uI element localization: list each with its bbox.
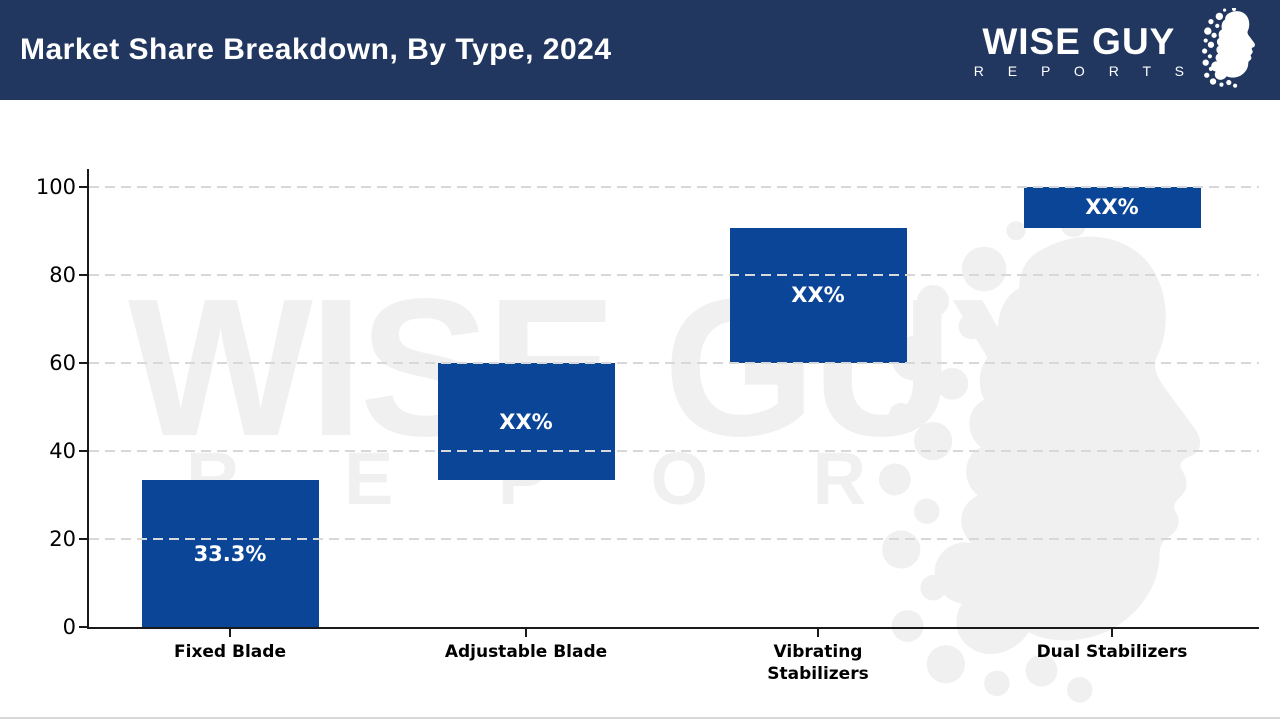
y-tick-label: 20 (49, 527, 76, 551)
x-tick-mark (229, 629, 231, 637)
gridline (89, 538, 1259, 540)
bar-segment[interactable] (437, 363, 615, 481)
gridline (89, 186, 1259, 188)
wiseguy-logo-wordmark: WISE GUY (982, 20, 1176, 62)
y-tick-label: 80 (49, 263, 76, 287)
y-tick-label: 40 (49, 439, 76, 463)
chart-area: WISE GUY R E P O R T S 0 20 40 60 80 100 33.3%… (0, 100, 1280, 720)
y-tick-mark (79, 538, 87, 540)
header: Market Share Breakdown, By Type, 2024 WI… (0, 0, 1280, 100)
x-category-label: Vibrating Stabilizers (767, 642, 869, 685)
gridline (89, 274, 1259, 276)
x-category-label: Adjustable Blade (444, 642, 608, 662)
y-tick-label: 0 (62, 615, 76, 639)
bar-value-label: XX% (499, 409, 553, 434)
gridline (89, 450, 1259, 452)
y-tick-label: 100 (35, 175, 76, 199)
x-axis-line (87, 627, 1259, 629)
x-category-label: Fixed Blade (174, 642, 286, 662)
x-tick-mark (817, 629, 819, 637)
bar-value-label: XX% (1085, 195, 1139, 220)
y-tick-label: 60 (49, 351, 76, 375)
wiseguy-logo-subtitle: R E P O R T S (973, 62, 1194, 79)
x-tick-mark (525, 629, 527, 637)
y-tick-mark (79, 450, 87, 452)
y-tick-mark (79, 274, 87, 276)
bar-segment[interactable] (1023, 187, 1201, 228)
bar-value-label: 33.3% (193, 541, 267, 566)
bottom-divider (0, 717, 1280, 719)
wiseguy-logo: WISE GUY R E P O R T S (964, 0, 1270, 100)
bar-segment[interactable] (141, 480, 319, 627)
y-tick-mark (79, 186, 87, 188)
wiseguy-face-icon (1202, 8, 1255, 88)
wiseguy-logo-text: WISE GUY R E P O R T S (964, 23, 1194, 78)
page-title: Market Share Breakdown, By Type, 2024 (20, 33, 612, 66)
gridline (89, 362, 1259, 364)
x-tick-mark (1111, 629, 1113, 637)
x-category-label: Dual Stabilizers (1036, 642, 1188, 662)
y-tick-mark (79, 362, 87, 364)
bar-value-label: XX% (791, 283, 845, 308)
y-tick-mark (79, 626, 87, 628)
bar-segment[interactable] (729, 227, 907, 363)
y-axis-line (87, 169, 89, 629)
